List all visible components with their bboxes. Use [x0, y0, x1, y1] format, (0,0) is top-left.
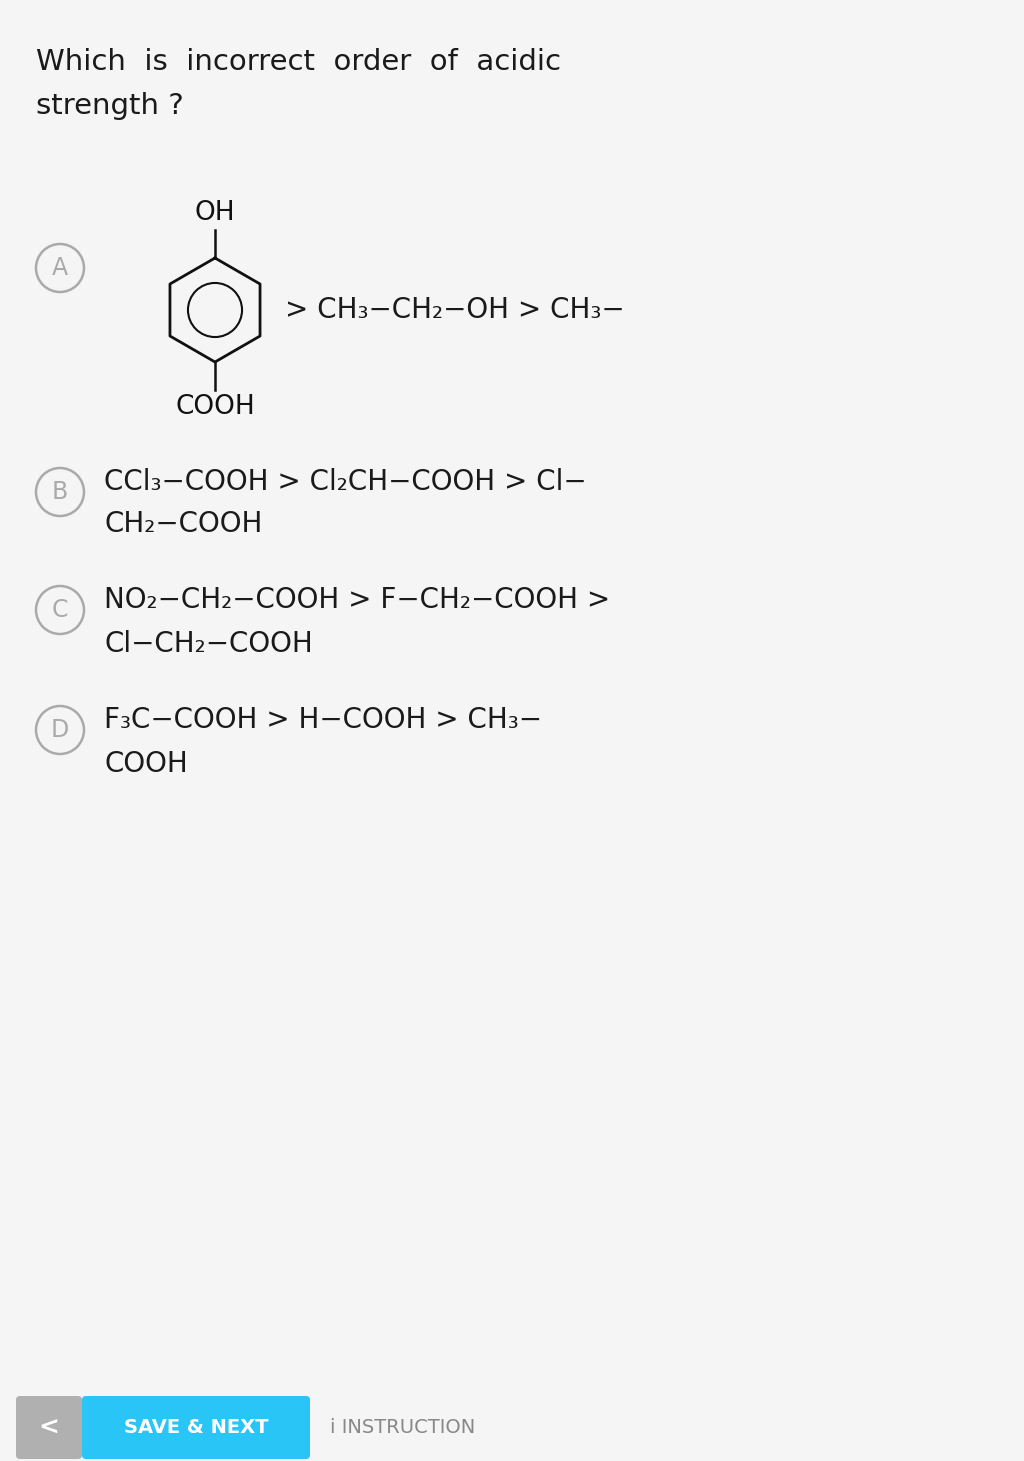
Text: B: B [52, 481, 69, 504]
FancyBboxPatch shape [82, 1397, 310, 1460]
FancyBboxPatch shape [16, 1397, 82, 1460]
Text: Cl−CH₂−COOH: Cl−CH₂−COOH [104, 630, 312, 657]
Text: Which  is  incorrect  order  of  acidic: Which is incorrect order of acidic [36, 48, 561, 76]
Text: COOH: COOH [104, 749, 187, 779]
Text: strength ?: strength ? [36, 92, 183, 120]
Text: F₃C−COOH > H−COOH > CH₃−: F₃C−COOH > H−COOH > CH₃− [104, 706, 542, 733]
Text: OH: OH [195, 200, 236, 226]
Text: > CH₃−CH₂−OH > CH₃−: > CH₃−CH₂−OH > CH₃− [285, 297, 625, 324]
Text: CH₂−COOH: CH₂−COOH [104, 510, 262, 538]
Text: D: D [51, 717, 70, 742]
Text: C: C [52, 598, 69, 622]
Text: COOH: COOH [175, 394, 255, 419]
Text: NO₂−CH₂−COOH > F−CH₂−COOH >: NO₂−CH₂−COOH > F−CH₂−COOH > [104, 586, 610, 614]
Text: CCl₃−COOH > Cl₂CH−COOH > Cl−: CCl₃−COOH > Cl₂CH−COOH > Cl− [104, 468, 587, 495]
Text: <: < [39, 1416, 59, 1439]
Text: SAVE & NEXT: SAVE & NEXT [124, 1419, 268, 1438]
Text: A: A [52, 256, 68, 281]
Text: i INSTRUCTION: i INSTRUCTION [330, 1419, 475, 1438]
